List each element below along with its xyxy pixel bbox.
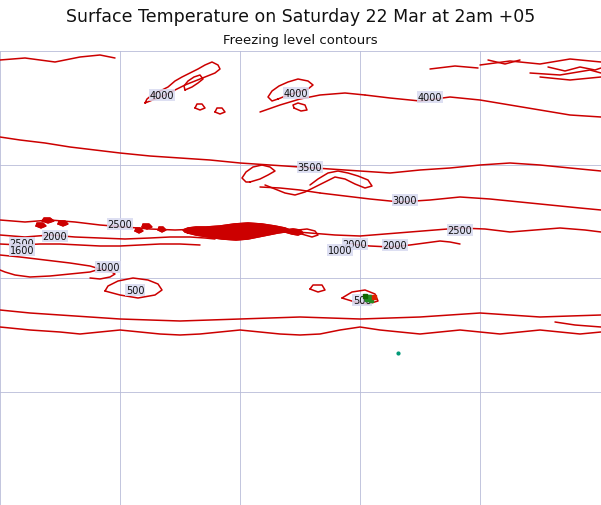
Polygon shape bbox=[58, 222, 68, 227]
Text: 500: 500 bbox=[126, 285, 144, 295]
Text: 2500: 2500 bbox=[448, 226, 472, 235]
Text: 3500: 3500 bbox=[297, 163, 322, 173]
Text: 1000: 1000 bbox=[328, 245, 352, 256]
Text: 4000: 4000 bbox=[418, 93, 442, 103]
Text: 2000: 2000 bbox=[43, 231, 67, 241]
Polygon shape bbox=[42, 219, 54, 224]
Text: 500: 500 bbox=[353, 295, 371, 306]
Polygon shape bbox=[142, 225, 152, 230]
Polygon shape bbox=[135, 229, 143, 233]
Polygon shape bbox=[36, 224, 46, 229]
Text: 1600: 1600 bbox=[10, 245, 34, 256]
Text: 1000: 1000 bbox=[96, 263, 120, 273]
Text: Freezing level contours: Freezing level contours bbox=[223, 34, 378, 47]
Text: 4000: 4000 bbox=[284, 89, 308, 99]
Text: 4000: 4000 bbox=[150, 91, 174, 101]
Text: 3000: 3000 bbox=[392, 195, 417, 206]
Text: 2500: 2500 bbox=[10, 238, 34, 248]
Text: 2000: 2000 bbox=[383, 240, 407, 250]
Text: 2000: 2000 bbox=[343, 239, 367, 249]
Text: 2500: 2500 bbox=[108, 220, 132, 230]
Polygon shape bbox=[285, 230, 303, 235]
Polygon shape bbox=[158, 228, 166, 232]
Text: Surface Temperature on Saturday 22 Mar at 2am +05: Surface Temperature on Saturday 22 Mar a… bbox=[66, 8, 535, 26]
Polygon shape bbox=[183, 224, 290, 240]
